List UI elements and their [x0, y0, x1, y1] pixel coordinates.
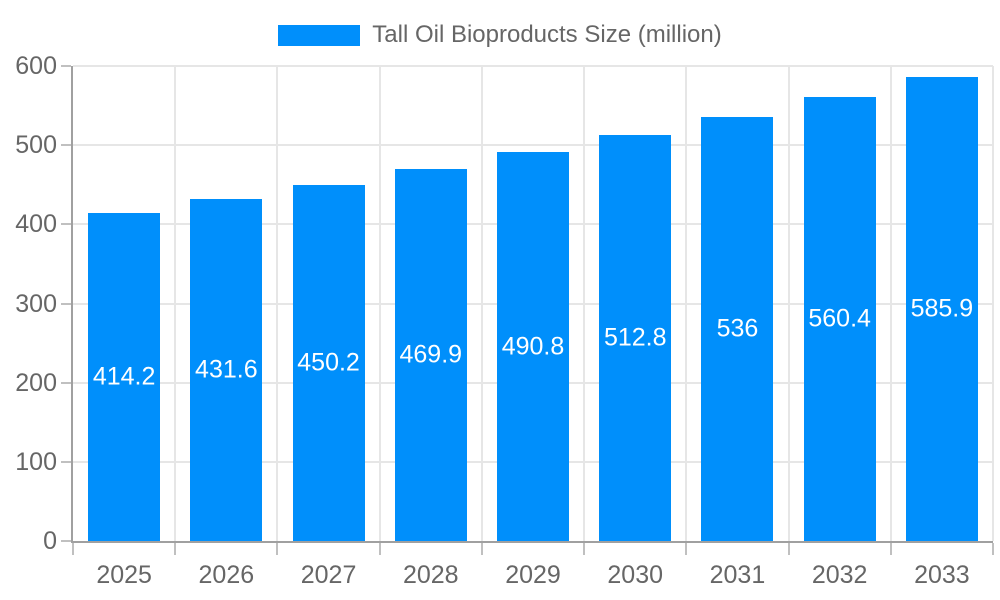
bar-value-label: 560.4: [808, 304, 871, 333]
x-tick-label: 2029: [505, 561, 561, 589]
y-tick-label: 300: [15, 289, 57, 318]
bar-value-label: 469.9: [399, 340, 463, 369]
x-gridline: [174, 66, 177, 541]
x-tick-label: 2028: [402, 561, 459, 589]
x-tick-mark: [992, 543, 994, 555]
x-tick-mark: [480, 543, 483, 555]
bar-2028[interactable]: 469.9: [394, 168, 467, 541]
x-tick-mark: [685, 543, 688, 555]
x-tick-label: 2026: [198, 561, 255, 589]
y-gridline: [73, 65, 993, 67]
x-axis-line: [71, 541, 993, 543]
bar-value-label: 536: [716, 314, 759, 343]
x-tick-mark: [174, 543, 177, 555]
x-tick-mark: [889, 543, 892, 555]
x-tick-mark: [276, 543, 279, 555]
y-tick-label: 100: [15, 447, 57, 476]
x-gridline: [787, 66, 790, 541]
bar-value-label: 414.2: [92, 362, 156, 391]
bar-2029[interactable]: 490.8: [497, 152, 569, 541]
y-tick-label: 400: [15, 210, 57, 239]
x-gridline: [583, 66, 586, 541]
y-tick-mark: [61, 460, 71, 463]
y-tick-mark: [61, 65, 71, 67]
bar-2033[interactable]: 585.9: [905, 77, 978, 541]
x-gridline: [685, 66, 688, 541]
y-tick-mark: [61, 381, 71, 384]
x-tick-label: 2031: [709, 561, 766, 589]
y-tick-label: 200: [15, 368, 57, 397]
x-gridline: [378, 66, 381, 541]
bar-2025[interactable]: 414.2: [88, 213, 161, 541]
x-tick-label: 2033: [914, 561, 970, 589]
x-tick-mark: [378, 543, 381, 555]
bar-value-label: 512.8: [603, 323, 667, 352]
y-axis-line: [71, 66, 73, 543]
bar-value-label: 585.9: [910, 294, 974, 323]
x-axis-labels: 2025 2026 2027 2028 2029 2030 2031 2032 2033: [73, 559, 993, 591]
x-tick-label: 2027: [300, 561, 357, 589]
x-tick-mark: [72, 543, 74, 555]
legend-item[interactable]: Tall Oil Bioproducts Size (million): [0, 21, 1000, 49]
bar-2032[interactable]: 560.4: [803, 97, 876, 541]
x-gridline: [889, 66, 892, 541]
y-tick-mark: [61, 540, 71, 542]
bar-2030[interactable]: 512.8: [599, 135, 672, 541]
bar-value-label: 431.6: [195, 355, 258, 384]
y-tick-label: 0: [43, 527, 57, 555]
y-tick-label: 500: [15, 131, 57, 160]
y-tick-mark: [61, 302, 71, 305]
bar-2027[interactable]: 450.2: [292, 184, 365, 541]
x-tick-label: 2030: [607, 561, 664, 589]
x-tick-label: 2032: [811, 561, 868, 589]
x-gridline: [992, 66, 994, 541]
bar-value-label: 490.8: [501, 332, 565, 361]
bar-2026[interactable]: 431.6: [190, 199, 263, 541]
x-tick-label: 2025: [96, 561, 152, 589]
bar-value-label: 450.2: [297, 348, 360, 377]
x-tick-mark: [583, 543, 586, 555]
y-tick-mark: [61, 223, 71, 226]
x-gridline: [480, 66, 483, 541]
x-tick-mark: [787, 543, 790, 555]
y-tick-mark: [61, 144, 71, 147]
y-axis-labels: 0 100 200 300 400 500 600: [0, 52, 57, 555]
plot-area: 414.2 431.6 450.2 469.9 490.8 512.8 536 560.4 58…: [61, 65, 994, 555]
legend-swatch-icon: [278, 24, 361, 46]
y-gridline: [73, 144, 993, 147]
legend-label: Tall Oil Bioproducts Size (million): [372, 21, 722, 48]
bar-2031[interactable]: 536: [701, 116, 774, 541]
y-tick-label: 600: [15, 52, 57, 80]
x-gridline: [276, 66, 279, 541]
